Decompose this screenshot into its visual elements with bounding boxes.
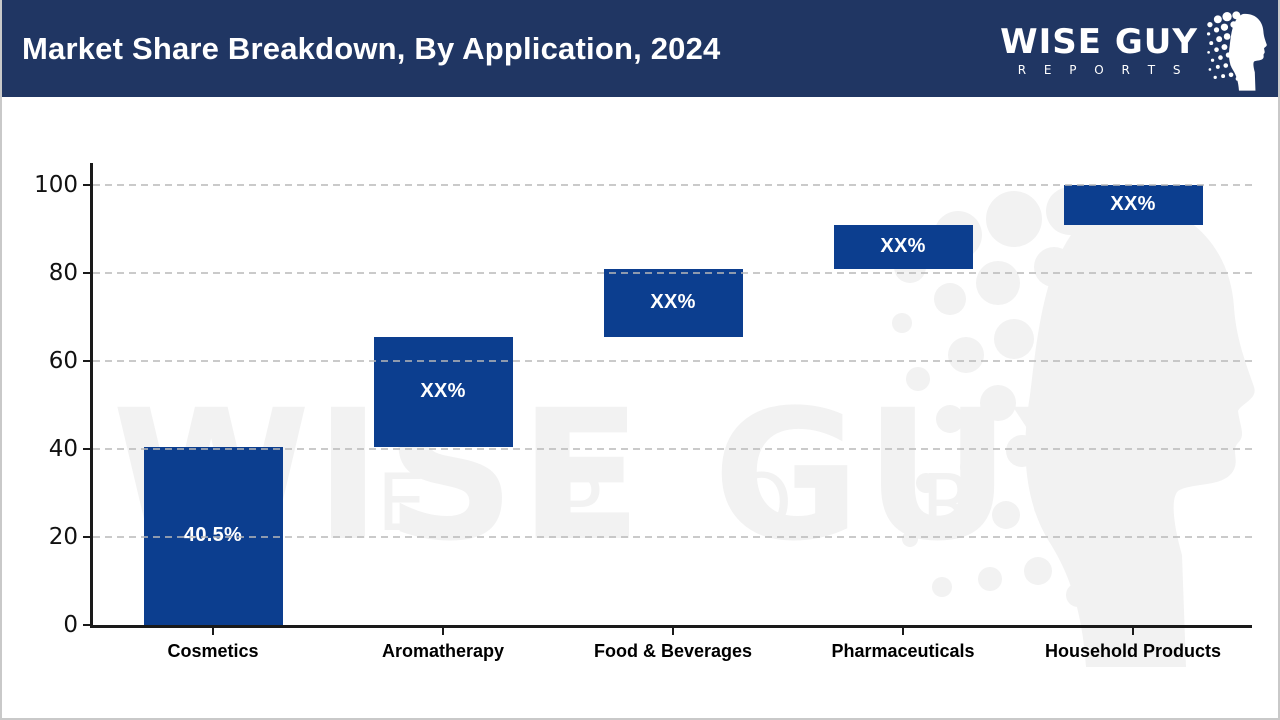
y-axis-tick-label: 60	[48, 348, 78, 374]
gridline-60	[93, 360, 1254, 362]
y-axis-tick	[83, 536, 91, 538]
logo-subtitle: R E P O R T S	[1017, 62, 1188, 77]
y-axis-tick	[83, 360, 91, 362]
header-bar: Market Share Breakdown, By Application, …	[2, 0, 1278, 97]
x-axis-tick	[902, 627, 904, 635]
bar-value-label-household-products: XX%	[1110, 193, 1156, 216]
y-axis-line	[90, 163, 93, 627]
wiseguy-head-icon	[1206, 10, 1267, 91]
x-axis-line	[90, 625, 1252, 628]
x-axis-tick	[1132, 627, 1134, 635]
y-axis-tick-label: 40	[48, 436, 78, 462]
y-axis-tick	[83, 448, 91, 450]
x-axis-category-label: Cosmetics	[167, 641, 259, 661]
y-axis-tick	[83, 184, 91, 186]
gridline-80	[93, 272, 1254, 274]
logo-wordmark: WISE GUY	[1000, 21, 1198, 62]
x-axis-tick	[672, 627, 674, 635]
x-axis-category-label: Household Products	[1044, 641, 1221, 661]
bar-household-products: XX%	[1063, 185, 1203, 225]
bar-value-label-food-beverages: XX%	[650, 291, 696, 314]
gridline-20	[93, 536, 1254, 538]
bar-value-label-aromatherapy: XX%	[420, 380, 466, 403]
waterfall-chart: WISE GUY R E P O R T S 0 20 40 60 80 100 40.5%…	[2, 97, 1278, 718]
bar-value-label-cosmetics: 40.5%	[183, 524, 243, 547]
chart-title: Market Share Breakdown, By Application, …	[22, 30, 721, 66]
y-axis-tick-label: 80	[48, 260, 78, 286]
bar-food-beverages: XX%	[603, 268, 743, 337]
x-axis-category-label: Aromatherapy	[381, 641, 505, 661]
x-axis-tick	[212, 627, 214, 635]
y-axis-tick	[83, 272, 91, 274]
y-axis-tick	[83, 624, 91, 626]
y-axis-tick-label: 0	[63, 612, 78, 638]
bar-value-label-pharmaceuticals: XX%	[880, 235, 926, 258]
bar-pharmaceuticals: XX%	[833, 224, 973, 269]
gridline-40	[93, 448, 1254, 450]
x-axis-category-label: Pharmaceuticals	[831, 641, 975, 661]
x-axis-tick	[442, 627, 444, 635]
x-axis-category-label: Food & Beverages	[593, 641, 753, 661]
gridline-100	[93, 184, 1254, 186]
y-axis-tick-label: 20	[48, 524, 78, 550]
logo-text: WISE GUY R E P O R T S	[1000, 25, 1198, 77]
wiseguy-logo: WISE GUY R E P O R T S	[1000, 10, 1268, 91]
bar-aromatherapy: XX%	[373, 336, 513, 447]
bar-cosmetics: 40.5%	[143, 446, 283, 625]
y-axis-tick-label: 100	[34, 172, 78, 198]
